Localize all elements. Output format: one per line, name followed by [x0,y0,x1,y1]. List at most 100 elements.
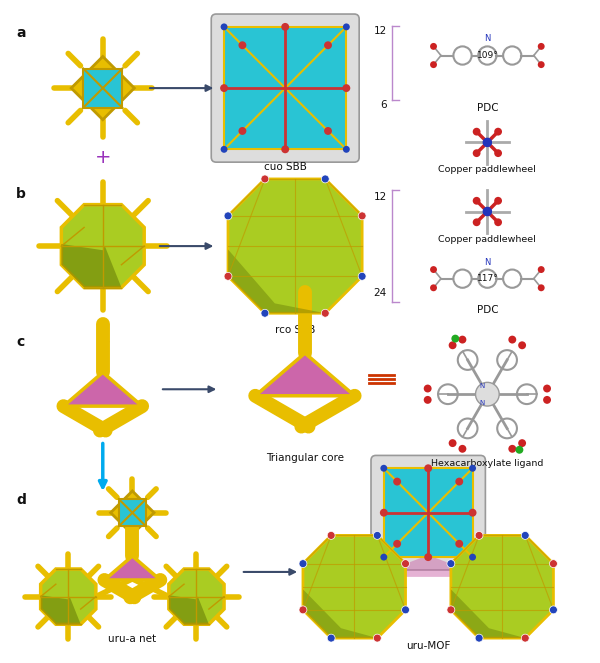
Text: PDC: PDC [476,305,498,316]
Circle shape [322,175,329,183]
Circle shape [380,554,387,561]
Circle shape [401,606,409,614]
Circle shape [543,396,551,404]
Circle shape [455,540,463,548]
Circle shape [508,445,516,453]
Text: N: N [480,400,485,406]
Circle shape [521,634,529,642]
Polygon shape [110,491,154,534]
Polygon shape [228,249,325,313]
Polygon shape [169,569,224,625]
Circle shape [543,385,551,392]
Circle shape [324,127,332,135]
Circle shape [299,560,307,568]
Circle shape [518,341,526,349]
Text: cuo SBB: cuo SBB [264,162,307,172]
Circle shape [482,207,492,216]
Circle shape [358,272,366,280]
Circle shape [538,284,545,291]
Circle shape [322,309,329,317]
Polygon shape [41,595,80,625]
Polygon shape [61,205,144,288]
Circle shape [281,145,289,153]
Text: b: b [16,187,26,201]
Text: N: N [484,258,491,267]
Circle shape [494,128,502,135]
Circle shape [393,540,401,548]
Bar [384,468,473,557]
Circle shape [458,335,466,343]
Circle shape [380,465,387,471]
Circle shape [550,606,557,614]
Circle shape [224,272,232,280]
Text: PDC: PDC [476,103,498,113]
Circle shape [401,560,409,568]
Text: uru-MOF: uru-MOF [406,641,451,651]
Text: 24: 24 [374,288,387,298]
Circle shape [455,477,463,485]
Circle shape [458,445,466,453]
Polygon shape [451,536,553,638]
Circle shape [430,61,437,68]
Circle shape [220,84,228,92]
Circle shape [324,41,332,49]
Circle shape [494,218,502,226]
Circle shape [261,309,269,317]
Circle shape [538,61,545,68]
Circle shape [494,197,502,205]
Text: 109°: 109° [476,51,498,60]
Text: N: N [480,383,485,389]
Polygon shape [61,244,121,288]
Circle shape [473,218,481,226]
Polygon shape [371,555,485,577]
Polygon shape [64,373,142,406]
Text: a: a [16,26,25,40]
Text: 12: 12 [374,26,387,36]
Text: c: c [16,335,24,349]
Circle shape [475,634,483,642]
Circle shape [343,23,350,30]
Text: 12: 12 [374,192,387,202]
Polygon shape [104,556,160,580]
Circle shape [430,284,437,291]
Circle shape [343,146,350,152]
Circle shape [449,341,457,349]
Text: uru-a net: uru-a net [108,634,157,644]
Circle shape [358,212,366,220]
Circle shape [538,43,545,50]
Polygon shape [228,179,362,313]
Circle shape [469,554,476,561]
Circle shape [482,138,492,147]
Circle shape [238,127,247,135]
Circle shape [281,23,289,30]
Circle shape [221,146,227,152]
Bar [119,499,146,526]
Circle shape [469,509,476,516]
Circle shape [424,553,432,561]
Circle shape [327,634,335,642]
Circle shape [373,532,381,540]
Circle shape [261,175,269,183]
Circle shape [380,509,388,516]
Text: Hexacarboxylate ligand: Hexacarboxylate ligand [431,459,544,468]
Circle shape [424,464,432,472]
Circle shape [494,149,502,157]
Circle shape [518,439,526,447]
Circle shape [373,634,381,642]
Circle shape [447,606,455,614]
FancyBboxPatch shape [371,455,485,570]
FancyBboxPatch shape [211,14,359,162]
Text: d: d [16,493,26,507]
Circle shape [521,532,529,540]
Circle shape [476,383,499,406]
Circle shape [343,84,350,92]
Circle shape [424,396,431,404]
Circle shape [469,465,476,471]
Bar [83,68,122,107]
Polygon shape [303,589,377,638]
Circle shape [393,477,401,485]
Circle shape [424,385,431,392]
Circle shape [473,149,481,157]
Circle shape [451,335,459,343]
Text: Copper paddlewheel: Copper paddlewheel [439,235,536,244]
